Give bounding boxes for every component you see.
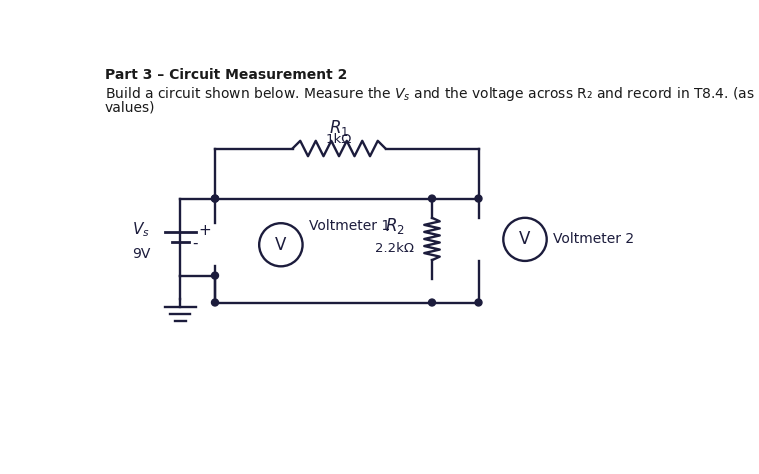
Circle shape <box>212 299 219 306</box>
Circle shape <box>212 195 219 202</box>
Circle shape <box>212 272 219 279</box>
Text: +: + <box>199 223 212 238</box>
Text: $R_2$: $R_2$ <box>385 216 405 236</box>
Text: Build a circuit shown below. Measure the $V_s$ and the voltage across R₂ and rec: Build a circuit shown below. Measure the… <box>105 85 759 103</box>
Circle shape <box>475 299 482 306</box>
Circle shape <box>429 299 436 306</box>
Text: 2.2kΩ: 2.2kΩ <box>375 243 414 255</box>
Text: Voltmeter 1: Voltmeter 1 <box>309 219 390 233</box>
Text: V: V <box>519 230 531 248</box>
Text: values): values) <box>105 100 156 114</box>
Text: 1kΩ: 1kΩ <box>326 133 352 146</box>
Circle shape <box>259 223 303 266</box>
Text: 9V: 9V <box>132 247 150 261</box>
Circle shape <box>212 195 219 202</box>
Text: -: - <box>192 236 197 251</box>
Text: V: V <box>276 236 287 254</box>
Circle shape <box>475 195 482 202</box>
Text: Voltmeter 2: Voltmeter 2 <box>553 232 634 246</box>
Text: $V_s$: $V_s$ <box>132 220 150 239</box>
Circle shape <box>429 195 436 202</box>
Text: $R_1$: $R_1$ <box>329 118 349 138</box>
Text: Part 3 – Circuit Measurement 2: Part 3 – Circuit Measurement 2 <box>105 68 348 82</box>
Circle shape <box>503 218 546 261</box>
